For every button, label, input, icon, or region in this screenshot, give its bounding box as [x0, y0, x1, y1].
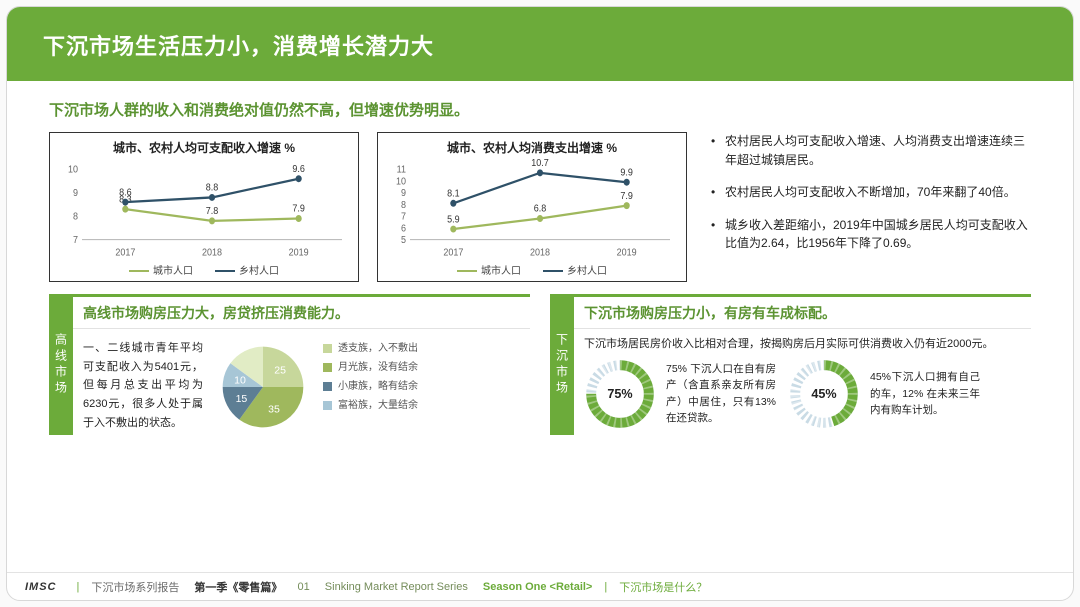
panel-left-tab: 高线市场: [49, 294, 73, 435]
svg-text:25: 25: [274, 365, 286, 377]
chart2-legend: 城市人口 乡村人口: [382, 262, 682, 277]
sep-icon: |: [77, 581, 80, 593]
svg-text:10.7: 10.7: [531, 158, 549, 169]
svg-text:11: 11: [397, 164, 406, 176]
panel-right-text: 下沉市场居民房价收入比相对合理，按揭购房后月实际可供消费收入仍有近2000元。: [574, 329, 1031, 358]
svg-text:9: 9: [73, 188, 78, 200]
bullet-item: 农村居民人均可支配收入不断增加，70年来翻了40倍。: [711, 183, 1031, 202]
content: 下沉市场人群的收入和消费绝对值仍然不高，但增速优势明显。 城市、农村人均可支配收…: [7, 81, 1073, 435]
donut1-wrap: 75% 75% 下沉人口在自有房产（含直系亲友所有房产）中居住，只有13% 在还…: [584, 358, 776, 430]
panel-right-title: 下沉市场购房压力小，有房有车成标配。: [574, 294, 1031, 329]
panel-right-body: 下沉市场购房压力小，有房有车成标配。 下沉市场居民房价收入比相对合理，按揭购房后…: [574, 294, 1031, 435]
panel-sinking: 下沉市场 下沉市场购房压力小，有房有车成标配。 下沉市场居民房价收入比相对合理，…: [550, 294, 1031, 435]
footer-t5: Season One <Retail>: [483, 581, 592, 593]
panel-left-body: 高线市场购房压力大，房贷挤压消费能力。 一、二线城市青年平均可支配收入为5401…: [73, 294, 530, 435]
svg-text:10: 10: [234, 374, 246, 386]
page-title: 下沉市场生活压力小，消费增长潜力大: [43, 29, 1037, 61]
svg-text:75%: 75%: [607, 387, 632, 401]
svg-text:8: 8: [401, 199, 406, 211]
svg-text:2018: 2018: [530, 247, 550, 259]
subtitle: 下沉市场人群的收入和消费绝对值仍然不高，但增速优势明显。: [49, 99, 1031, 120]
svg-text:5: 5: [401, 235, 406, 247]
legend-item: 乡村人口: [215, 262, 279, 277]
svg-text:9: 9: [401, 188, 406, 200]
svg-text:2019: 2019: [289, 247, 309, 259]
bottom-row: 高线市场 高线市场购房压力大，房贷挤压消费能力。 一、二线城市青年平均可支配收入…: [49, 294, 1031, 435]
sep-icon: |: [604, 581, 607, 593]
donut1: 75%: [584, 358, 656, 430]
donut2: 45%: [788, 358, 860, 430]
chart-income-growth: 城市、农村人均可支配收入增速 % 789102017201820198.37.8…: [49, 132, 359, 282]
legend-item: 乡村人口: [543, 262, 607, 277]
svg-text:7: 7: [73, 235, 78, 247]
svg-text:8.8: 8.8: [206, 182, 219, 194]
panel-left-title: 高线市场购房压力大，房贷挤压消费能力。: [73, 294, 530, 329]
chart1-title: 城市、农村人均可支配收入增速 %: [54, 139, 354, 156]
svg-text:2017: 2017: [115, 247, 135, 259]
top-row: 城市、农村人均可支配收入增速 % 789102017201820198.37.8…: [49, 132, 1031, 282]
svg-text:8: 8: [73, 211, 78, 223]
svg-text:8.6: 8.6: [119, 187, 132, 199]
svg-text:7.9: 7.9: [620, 190, 633, 202]
panel-highline: 高线市场 高线市场购房压力大，房贷挤压消费能力。 一、二线城市青年平均可支配收入…: [49, 294, 530, 435]
chart1-svg: 789102017201820198.37.87.98.68.89.6: [54, 158, 354, 260]
pie-legend-item: 透支族，入不敷出: [323, 339, 418, 354]
panel-left-content: 一、二线城市青年平均可支配收入为5401元，但每月总支出平均为6230元，很多人…: [73, 329, 530, 435]
slide-frame: 下沉市场生活压力小，消费增长潜力大 下沉市场人群的收入和消费绝对值仍然不高，但增…: [6, 6, 1074, 601]
bullet-item: 农村居民人均可支配收入增速、人均消费支出增速连续三年超过城镇居民。: [711, 132, 1031, 169]
svg-text:5.9: 5.9: [447, 214, 460, 226]
svg-text:7.8: 7.8: [206, 206, 219, 218]
footer-t4: Sinking Market Report Series: [325, 581, 468, 593]
svg-text:8.1: 8.1: [447, 188, 460, 200]
legend-item: 城市人口: [457, 262, 521, 277]
svg-text:10: 10: [396, 176, 406, 188]
donut1-desc: 75% 下沉人口在自有房产（含直系亲友所有房产）中居住，只有13% 在还贷款。: [666, 361, 776, 426]
legend-item: 城市人口: [129, 262, 193, 277]
chart1-legend: 城市人口 乡村人口: [54, 262, 354, 277]
svg-text:7.9: 7.9: [292, 203, 305, 215]
footer-t2: 第一季《零售篇》: [194, 579, 282, 595]
panel-right-tab: 下沉市场: [550, 294, 574, 435]
pie-legend-item: 富裕族，大量结余: [323, 396, 418, 411]
svg-text:6: 6: [401, 223, 406, 235]
svg-text:7: 7: [401, 211, 406, 223]
donut2-wrap: 45% 45%下沉人口拥有自己的车，12% 在未来三年内有购车计划。: [788, 358, 980, 430]
svg-text:10: 10: [68, 164, 78, 176]
bullet-list: 农村居民人均可支配收入增速、人均消费支出增速连续三年超过城镇居民。农村居民人均可…: [711, 132, 1031, 267]
svg-text:35: 35: [268, 403, 280, 415]
bullet-item: 城乡收入差距缩小，2019年中国城乡居民人均可支配收入比值为2.64，比1956…: [711, 216, 1031, 253]
footer-t3: 01: [297, 581, 309, 593]
svg-text:9.6: 9.6: [292, 163, 305, 175]
svg-text:6.8: 6.8: [534, 203, 547, 215]
pie-legend-item: 月光族，没有结余: [323, 358, 418, 373]
donut2-desc: 45%下沉人口拥有自己的车，12% 在未来三年内有购车计划。: [870, 369, 980, 418]
pie-legend: 透支族，入不敷出月光族，没有结余小康族，略有结余富裕族，大量结余: [323, 339, 418, 415]
footer-t6: 下沉市场是什么？: [619, 579, 707, 595]
svg-text:2018: 2018: [202, 247, 222, 259]
svg-text:2017: 2017: [443, 247, 463, 259]
chart-consumption-growth: 城市、农村人均消费支出增速 % 567891011 2017 2018 2019 5.9…: [377, 132, 687, 282]
footer: IMSC | 下沉市场系列报告 第一季《零售篇》 01 Sinking Mark…: [7, 572, 1073, 600]
header: 下沉市场生活压力小，消费增长潜力大: [7, 7, 1073, 81]
svg-text:45%: 45%: [811, 387, 836, 401]
svg-text:9.9: 9.9: [620, 167, 633, 179]
panel-left-text: 一、二线城市青年平均可支配收入为5401元，但每月总支出平均为6230元，很多人…: [83, 339, 203, 432]
pie-legend-item: 小康族，略有结余: [323, 377, 418, 392]
panel-right-content: 75% 75% 下沉人口在自有房产（含直系亲友所有房产）中居住，只有13% 在还…: [574, 358, 1031, 430]
footer-logo: IMSC: [25, 581, 57, 593]
pie-chart: 25 35 15 10: [215, 339, 311, 435]
footer-t1: 下沉市场系列报告: [91, 579, 179, 595]
svg-text:2019: 2019: [617, 247, 637, 259]
svg-text:15: 15: [236, 393, 248, 405]
chart2-svg: 567891011 2017 2018 2019 5.9 6.8 7.9 8.1 10.7 9.9: [382, 158, 682, 260]
chart2-title: 城市、农村人均消费支出增速 %: [382, 139, 682, 156]
